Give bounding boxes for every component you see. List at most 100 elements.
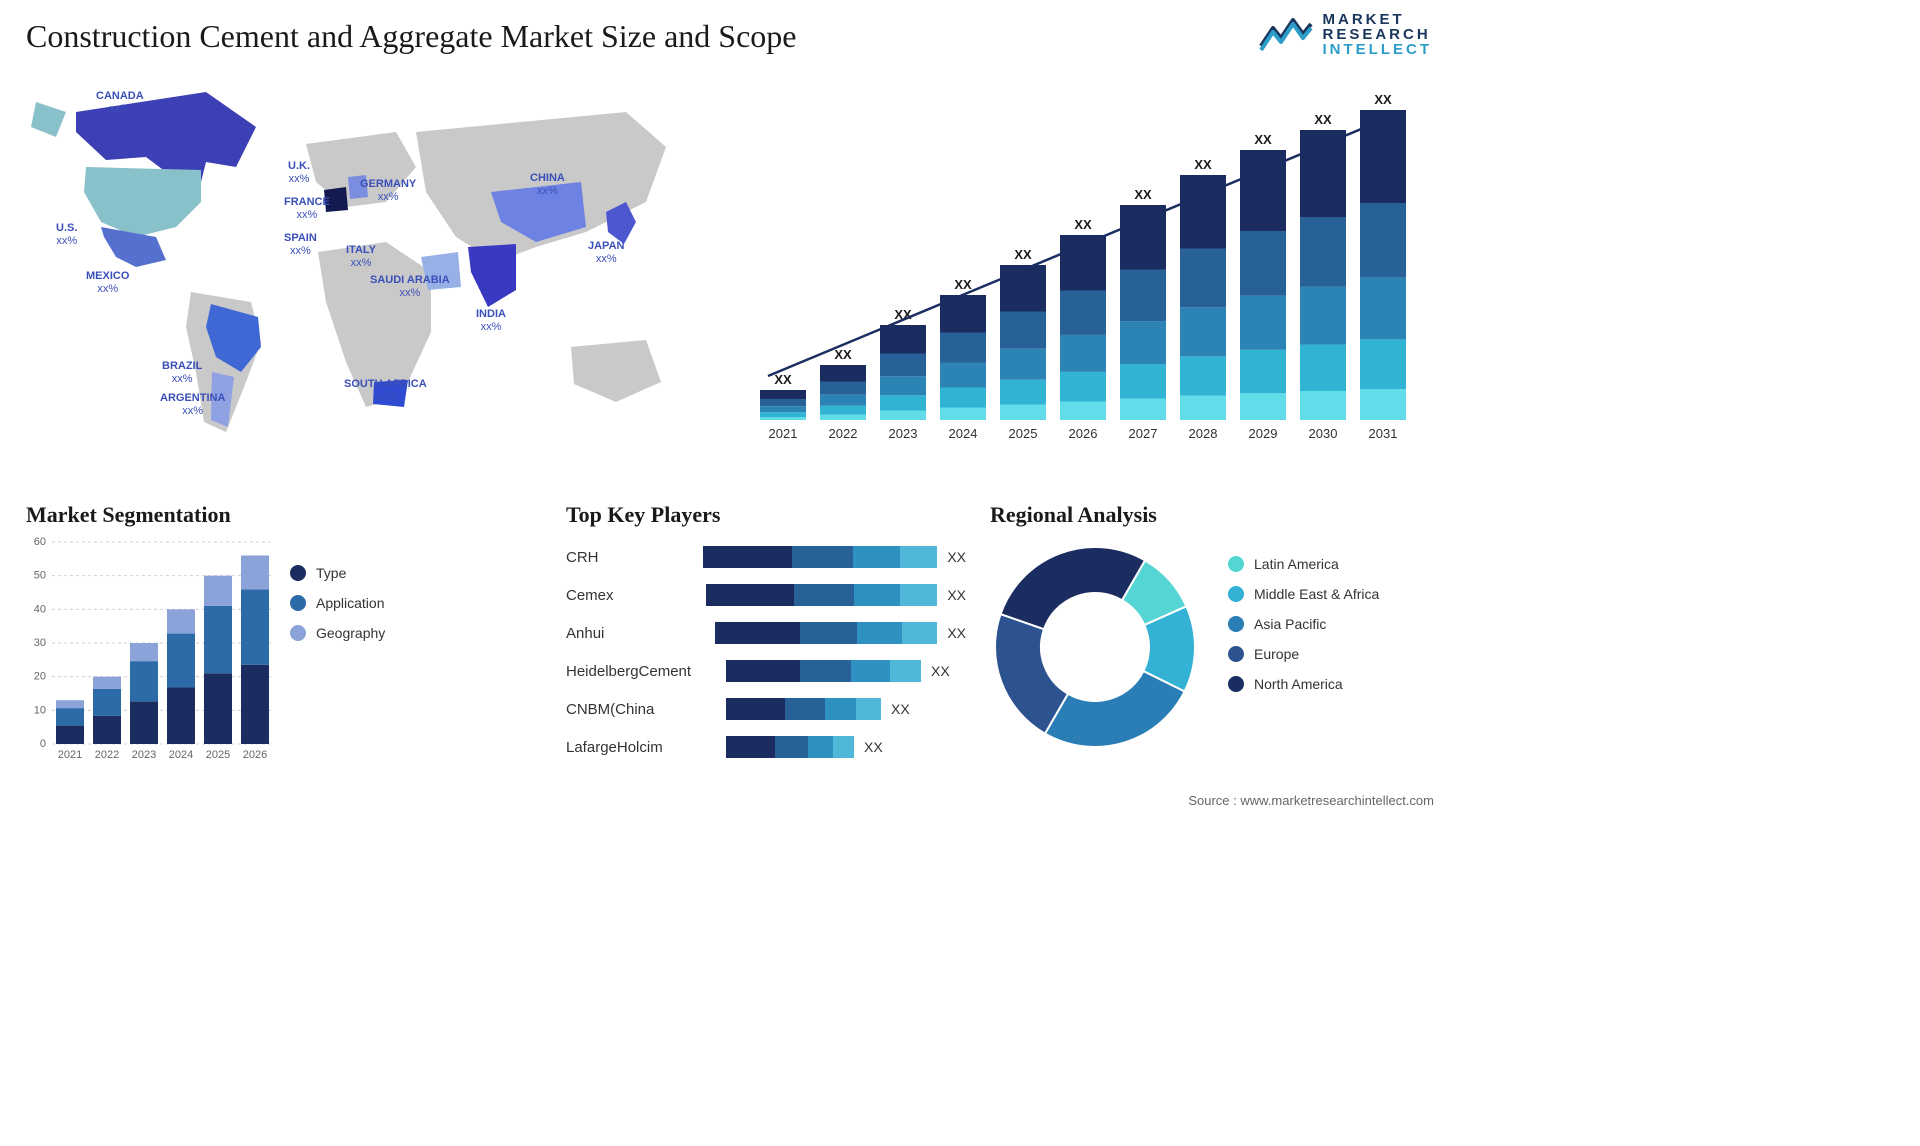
growth-bar-2028-seg4 <box>1180 175 1226 249</box>
growth-bar-2025-seg1 <box>1000 380 1046 405</box>
player-value: XX <box>947 587 966 603</box>
player-bar <box>703 546 938 568</box>
growth-year-2022: 2022 <box>829 426 858 441</box>
seg-bar-2025-2 <box>204 576 232 606</box>
seg-bar-2024-0 <box>167 687 195 744</box>
player-bar-seg <box>857 622 901 644</box>
growth-year-2029: 2029 <box>1249 426 1278 441</box>
growth-bar-label-2031: XX <box>1374 92 1392 107</box>
growth-bar-2025-seg0 <box>1000 405 1046 421</box>
map-label-argentina: ARGENTINAxx% <box>160 392 225 418</box>
growth-bar-2030-seg3 <box>1300 217 1346 287</box>
source-text: Source : www.marketresearchintellect.com <box>1188 793 1434 808</box>
logo-text-1: MARKET <box>1323 12 1433 27</box>
growth-bar-2030-seg0 <box>1300 391 1346 420</box>
seg-bar-2021-1 <box>56 708 84 726</box>
regional-donut-chart <box>990 542 1200 752</box>
player-bar <box>726 698 881 720</box>
seg-bar-2021-0 <box>56 726 84 744</box>
growth-bar-2023-seg2 <box>880 376 926 395</box>
seg-bar-2021-2 <box>56 700 84 708</box>
seg-bar-2025-0 <box>204 673 232 744</box>
growth-year-2030: 2030 <box>1309 426 1338 441</box>
player-bar-seg <box>794 584 854 606</box>
legend-swatch-icon <box>1228 556 1244 572</box>
player-row-lafargeholcim: LafargeHolcimXX <box>566 732 966 762</box>
player-name: HeidelbergCement <box>566 663 726 680</box>
player-name: LafargeHolcim <box>566 739 726 756</box>
players-panel: Top Key Players CRHXXCemexXXAnhuiXXHeide… <box>566 502 966 762</box>
growth-year-2021: 2021 <box>769 426 798 441</box>
seg-year-2024: 2024 <box>169 749 193 761</box>
seg-bar-2023-0 <box>130 702 158 744</box>
logo-text-3: INTELLECT <box>1323 42 1433 57</box>
growth-bar-label-2029: XX <box>1254 132 1272 147</box>
player-bar-seg <box>792 546 853 568</box>
player-bar-seg <box>726 736 775 758</box>
player-bar-seg <box>853 546 900 568</box>
growth-bar-2025-seg4 <box>1000 265 1046 312</box>
seg-ytick: 60 <box>34 536 46 548</box>
seg-ytick: 20 <box>34 671 46 683</box>
growth-bar-2027-seg0 <box>1120 399 1166 421</box>
legend-swatch-icon <box>1228 616 1244 632</box>
growth-bar-2023-seg1 <box>880 395 926 410</box>
seg-year-2023: 2023 <box>132 749 156 761</box>
growth-bar-2028-seg1 <box>1180 356 1226 395</box>
map-label-india: INDIAxx% <box>476 308 506 334</box>
player-bar-seg <box>808 736 834 758</box>
seg-ytick: 50 <box>34 570 46 582</box>
legend-label: Middle East & Africa <box>1254 586 1379 602</box>
seg-legend-application: Application <box>290 595 385 611</box>
players-title: Top Key Players <box>566 502 966 528</box>
seg-bar-2026-1 <box>241 589 269 664</box>
seg-bar-2026-2 <box>241 555 269 589</box>
seg-bar-2023-2 <box>130 643 158 661</box>
growth-bar-label-2027: XX <box>1134 187 1152 202</box>
segmentation-bar-chart: 0102030405060202120222023202420252026 <box>26 536 276 766</box>
logo: MARKET RESEARCH INTELLECT <box>1259 12 1433 57</box>
player-bar-seg <box>785 698 825 720</box>
legend-label: Europe <box>1254 646 1299 662</box>
map-label-mexico: MEXICOxx% <box>86 270 129 296</box>
growth-bar-2029-seg2 <box>1240 296 1286 350</box>
player-name: Anhui <box>566 625 715 642</box>
player-bar-seg <box>856 698 881 720</box>
growth-bar-label-2024: XX <box>954 277 972 292</box>
player-bar-seg <box>890 660 921 682</box>
growth-bar-2028-seg2 <box>1180 307 1226 356</box>
growth-bar-label-2030: XX <box>1314 112 1332 127</box>
segmentation-legend: TypeApplicationGeography <box>290 565 385 641</box>
seg-bar-2024-1 <box>167 634 195 688</box>
growth-bar-2029-seg3 <box>1240 231 1286 296</box>
growth-bar-label-2028: XX <box>1194 157 1212 172</box>
regional-legend-europe: Europe <box>1228 646 1379 662</box>
player-bar-seg <box>900 546 938 568</box>
player-bar-seg <box>703 546 792 568</box>
map-region-india <box>468 244 516 307</box>
growth-year-2028: 2028 <box>1189 426 1218 441</box>
growth-bar-2031-seg1 <box>1360 339 1406 389</box>
growth-bar-2023-seg0 <box>880 411 926 421</box>
growth-year-2027: 2027 <box>1129 426 1158 441</box>
seg-ytick: 0 <box>40 738 46 750</box>
legend-swatch-icon <box>290 625 306 641</box>
seg-bar-2022-0 <box>93 716 121 744</box>
map-label-canada: CANADAxx% <box>96 90 144 116</box>
legend-swatch-icon <box>290 595 306 611</box>
seg-year-2026: 2026 <box>243 749 267 761</box>
player-bar-seg <box>825 698 856 720</box>
logo-mark-icon <box>1259 12 1313 57</box>
seg-bar-2023-1 <box>130 661 158 701</box>
growth-year-2024: 2024 <box>949 426 978 441</box>
seg-bar-2022-2 <box>93 677 121 689</box>
world-map-panel: CANADAxx%U.S.xx%MEXICOxx%BRAZILxx%ARGENT… <box>26 72 686 452</box>
regional-donut-container <box>990 542 1200 752</box>
growth-bar-2022-seg0 <box>820 415 866 421</box>
growth-bar-2021-seg3 <box>760 399 806 406</box>
growth-bar-2028-seg0 <box>1180 396 1226 421</box>
growth-bar-chart: XX2021XX2022XX2023XX2024XX2025XX2026XX20… <box>746 90 1426 450</box>
growth-bar-2026-seg2 <box>1060 335 1106 372</box>
seg-ytick: 10 <box>34 704 46 716</box>
player-bar-seg <box>726 698 785 720</box>
